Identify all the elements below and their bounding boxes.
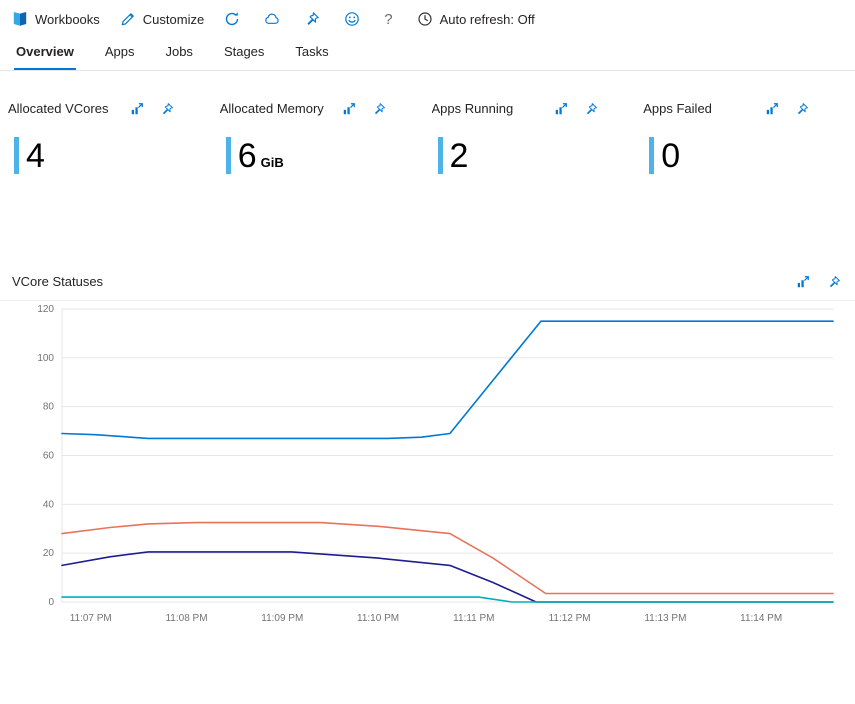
svg-text:20: 20 [43, 548, 55, 559]
metrics-explorer-icon[interactable] [796, 275, 810, 289]
tile-title: Allocated VCores [8, 101, 109, 116]
tab-bar: Overview Apps Jobs Stages Tasks [0, 38, 855, 71]
svg-text:11:13 PM: 11:13 PM [644, 613, 686, 624]
auto-refresh-label: Auto refresh: Off [439, 11, 535, 27]
pencil-icon [121, 13, 134, 26]
tile-value-bar [225, 137, 231, 174]
tab-apps[interactable]: Apps [104, 44, 135, 59]
pin-icon[interactable] [372, 102, 386, 116]
tab-overview[interactable]: Overview [14, 38, 76, 70]
smiley-icon [345, 12, 360, 26]
svg-text:60: 60 [43, 451, 55, 462]
svg-text:11:12 PM: 11:12 PM [549, 613, 591, 624]
svg-text:100: 100 [37, 353, 54, 364]
tile-value: 2 [449, 137, 469, 175]
workbooks-logo-icon [13, 12, 27, 26]
customize-button[interactable]: Customize [120, 11, 204, 27]
svg-text:11:07 PM: 11:07 PM [70, 613, 112, 624]
toolbar: Workbooks Customize ? [0, 0, 855, 38]
help-icon: ? [384, 10, 393, 28]
pin-icon[interactable] [827, 275, 841, 289]
tile-value: 6 [237, 137, 257, 175]
svg-text:11:09 PM: 11:09 PM [261, 613, 303, 624]
auto-refresh-button[interactable]: Auto refresh: Off [417, 11, 535, 27]
metric-tiles: Allocated VCores 4 Allocated Memory 6 Gi… [0, 101, 855, 174]
save-button[interactable] [264, 11, 280, 27]
svg-text:11:08 PM: 11:08 PM [165, 613, 207, 624]
svg-text:80: 80 [43, 402, 55, 413]
workbooks-button[interactable]: Workbooks [12, 11, 100, 27]
section-title: VCore Statuses [12, 274, 104, 289]
tile-apps-running: Apps Running 2 [432, 101, 644, 174]
chart-area: 0 20 40 60 80 100 120 11:07 PM 11:08 PM 11:09 PM 1… [0, 301, 855, 638]
metrics-explorer-icon[interactable] [342, 102, 356, 116]
svg-text:11:14 PM: 11:14 PM [740, 613, 782, 624]
pin-icon[interactable] [584, 102, 598, 116]
metrics-explorer-icon[interactable] [554, 102, 568, 116]
tile-unit: GiB [260, 155, 284, 170]
metrics-explorer-icon[interactable] [130, 102, 144, 116]
svg-text:11:11 PM: 11:11 PM [453, 613, 494, 624]
svg-text:0: 0 [48, 597, 54, 608]
tile-apps-failed: Apps Failed 0 [643, 101, 855, 174]
tab-tasks[interactable]: Tasks [295, 44, 329, 59]
svg-text:120: 120 [37, 304, 54, 315]
svg-text:11:10 PM: 11:10 PM [357, 613, 399, 624]
customize-label: Customize [142, 11, 205, 27]
tile-value-bar [437, 137, 443, 174]
clock-icon [417, 12, 432, 26]
vcore-statuses-header: VCore Statuses [0, 274, 855, 301]
tile-allocated-memory: Allocated Memory 6 GiB [220, 101, 432, 174]
pin-icon[interactable] [795, 102, 809, 116]
tile-value-bar [649, 137, 655, 174]
workbooks-label: Workbooks [35, 11, 100, 27]
tile-title: Apps Running [431, 101, 514, 116]
svg-text:40: 40 [43, 499, 55, 510]
cloud-icon [265, 13, 279, 24]
refresh-icon [226, 12, 239, 26]
tile-title: Apps Failed [643, 101, 712, 116]
pin-button[interactable] [304, 11, 320, 27]
pin-icon[interactable] [160, 102, 174, 116]
tile-value-bar [14, 137, 19, 174]
pin-icon [304, 11, 320, 27]
help-button[interactable]: ? [384, 11, 392, 28]
tab-jobs[interactable]: Jobs [165, 44, 193, 59]
metrics-explorer-icon[interactable] [765, 102, 779, 116]
vcore-statuses-chart: 0 20 40 60 80 100 120 11:07 PM 11:08 PM 11:09 PM 1… [37, 304, 834, 624]
tile-title: Allocated Memory [219, 101, 324, 116]
tile-allocated-vcores: Allocated VCores 4 [8, 101, 220, 174]
refresh-button[interactable] [224, 11, 240, 27]
tile-value: 0 [661, 137, 681, 175]
tile-value: 4 [26, 137, 45, 175]
feedback-button[interactable] [344, 11, 360, 27]
tab-stages[interactable]: Stages [223, 44, 265, 59]
